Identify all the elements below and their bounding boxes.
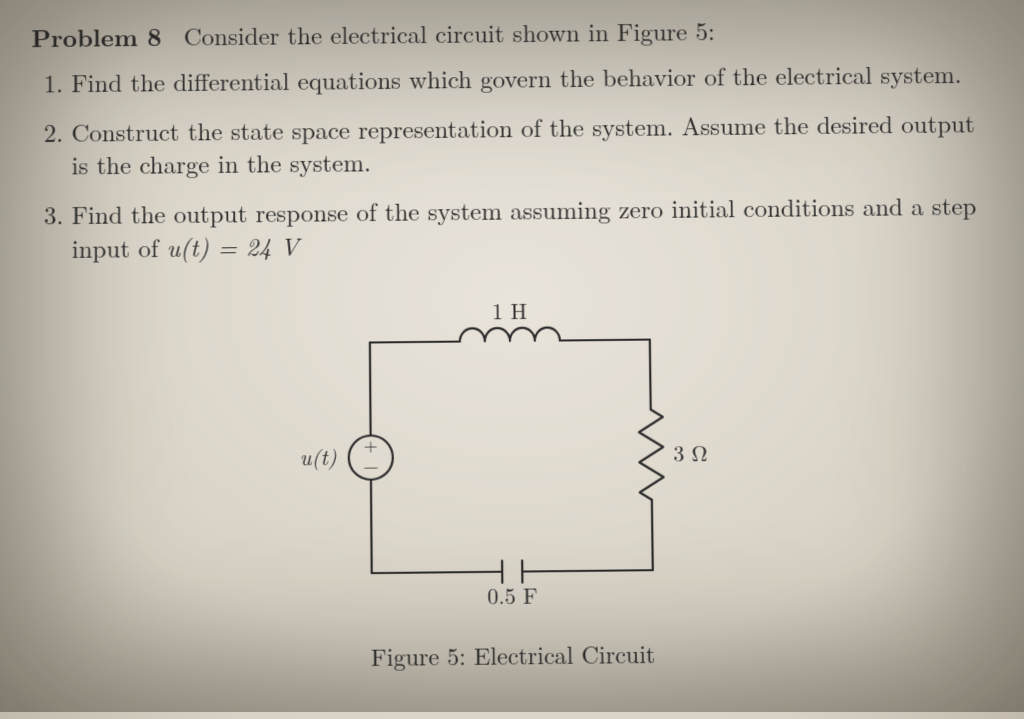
svg-text:u(t): u(t) (300, 440, 337, 472)
problem-label: Problem 8 (31, 19, 161, 55)
item-2: Construct the state space representation… (71, 106, 986, 182)
item-1: Find the differential equations which go… (71, 57, 985, 100)
svg-text:0.5 F: 0.5 F (487, 579, 537, 611)
svg-text:1 H: 1 H (492, 294, 527, 325)
figure-caption: Figure 5: Electrical Circuit (30, 632, 996, 676)
item-3: Find the output response of the system a… (72, 189, 989, 266)
problem-prompt: Consider the electrical circuit shown in… (184, 13, 715, 53)
item-3-eq: u(t) = 24 V (167, 228, 299, 264)
problem-header: Problem 8 Consider the electrical circui… (31, 12, 984, 55)
circuit-diagram: +−1 H3 Ω0.5 Fu(t) (300, 288, 724, 623)
svg-text:−: − (363, 450, 379, 478)
figure: +−1 H3 Ω0.5 Fu(t) Figure 5: Electrical C… (30, 286, 996, 676)
svg-text:3 Ω: 3 Ω (673, 436, 708, 468)
problem-items: Find the differential equations which go… (41, 57, 988, 266)
